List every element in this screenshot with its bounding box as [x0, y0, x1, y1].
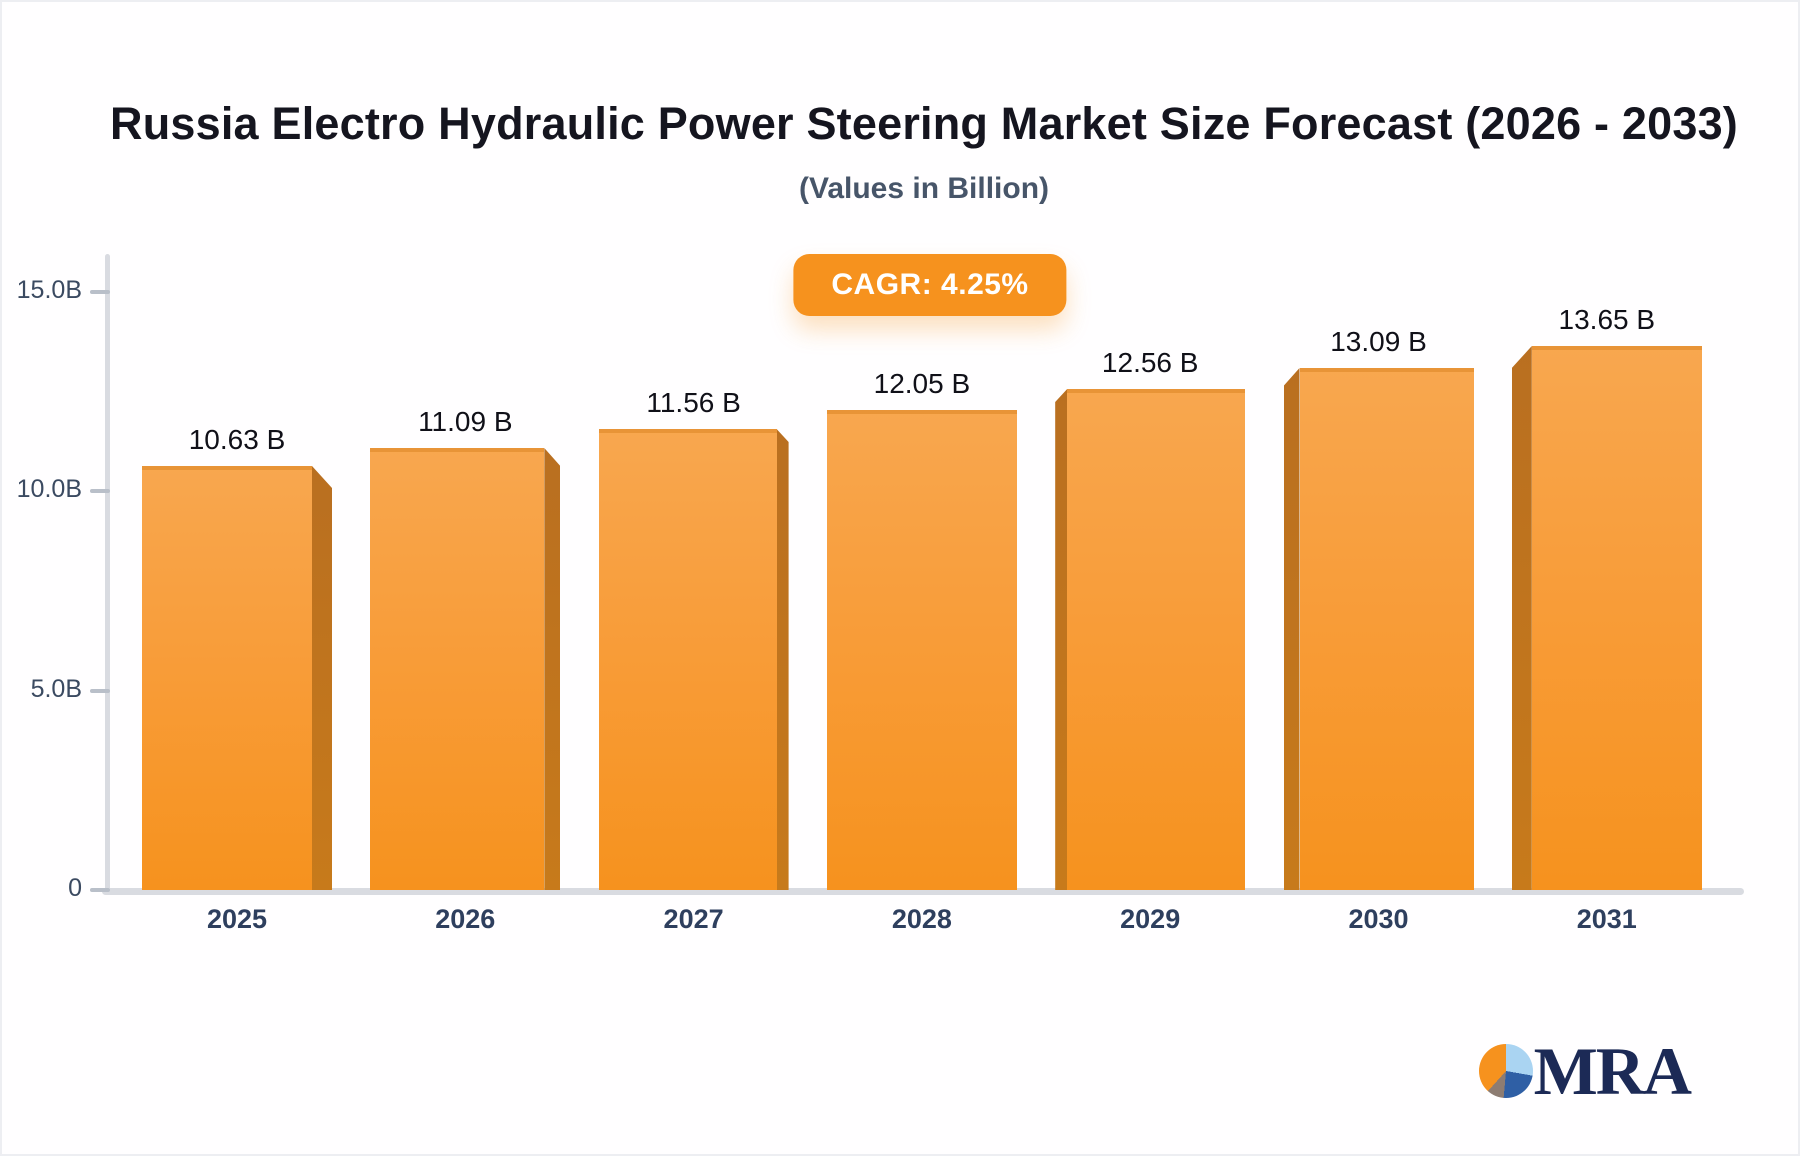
bar-bevel	[776, 429, 789, 890]
bar-2029[interactable]	[1055, 389, 1246, 890]
bar-value-label: 12.05 B	[873, 368, 971, 399]
bar-face	[1299, 368, 1474, 890]
y-tick-mark	[90, 688, 110, 693]
logo-text: MRA	[1533, 1033, 1692, 1109]
bar-bevel	[312, 466, 332, 890]
x-axis-label-2025: 2025	[206, 904, 268, 934]
bar-2028[interactable]	[826, 410, 1017, 890]
bar-bevel	[544, 448, 561, 890]
y-tick-mark	[90, 290, 110, 294]
bar-face	[1067, 389, 1246, 890]
x-axis-label-2031: 2031	[1576, 904, 1637, 934]
bar-value-label: 11.56 B	[646, 387, 741, 418]
bar-face	[1531, 346, 1702, 890]
x-axis-label-2027: 2027	[663, 904, 724, 934]
bar-value-label: 13.65 B	[1558, 304, 1656, 335]
bar-value-label: 11.09 B	[418, 406, 513, 437]
bar-value-label: 12.56 B	[1101, 347, 1199, 378]
mra-logo: MRA	[1478, 1033, 1692, 1109]
bar-face	[598, 429, 777, 890]
bar-face	[370, 448, 545, 890]
bar-2025[interactable]	[142, 466, 332, 890]
y-tick-label: 0	[68, 874, 82, 902]
cagr-badge: CAGR: 4.25%	[793, 254, 1067, 316]
bar-bevel	[1055, 389, 1068, 890]
bar-2027[interactable]	[598, 429, 789, 890]
chart-subtitle: (Values in Billion)	[798, 172, 1050, 205]
x-axis-label-2030: 2030	[1348, 904, 1409, 934]
x-axis-label-2026: 2026	[435, 904, 496, 934]
x-axis-label-2029: 2029	[1120, 904, 1181, 934]
bar-2030[interactable]	[1283, 368, 1474, 890]
y-axis-line	[105, 254, 110, 892]
y-tick-label: 5.0B	[30, 674, 82, 703]
plot-area: 10.63 B 11.09 B 11.56 B 12.05 B 12.56 B 13.09…	[109, 292, 1744, 890]
y-tick-mark	[90, 489, 110, 494]
bar-2031[interactable]	[1511, 346, 1702, 890]
bar-value-label: 13.09 B	[1330, 326, 1427, 357]
y-tick-mark	[90, 888, 110, 892]
pie-chart-icon	[1478, 1044, 1533, 1098]
chart-title: Russia Electro Hydraulic Power Steering …	[110, 98, 1738, 149]
x-axis-line	[102, 888, 1744, 895]
bar-2026[interactable]	[370, 448, 561, 890]
bar-bevel	[1283, 368, 1300, 890]
bar-bevel	[1511, 346, 1532, 890]
bar-face	[826, 410, 1017, 890]
x-axis-label-2028: 2028	[891, 904, 952, 934]
y-tick-label: 10.0B	[16, 475, 82, 504]
bar-face	[142, 466, 312, 890]
bar-value-label: 10.63 B	[188, 424, 286, 455]
y-tick-label: 15.0B	[16, 276, 82, 304]
